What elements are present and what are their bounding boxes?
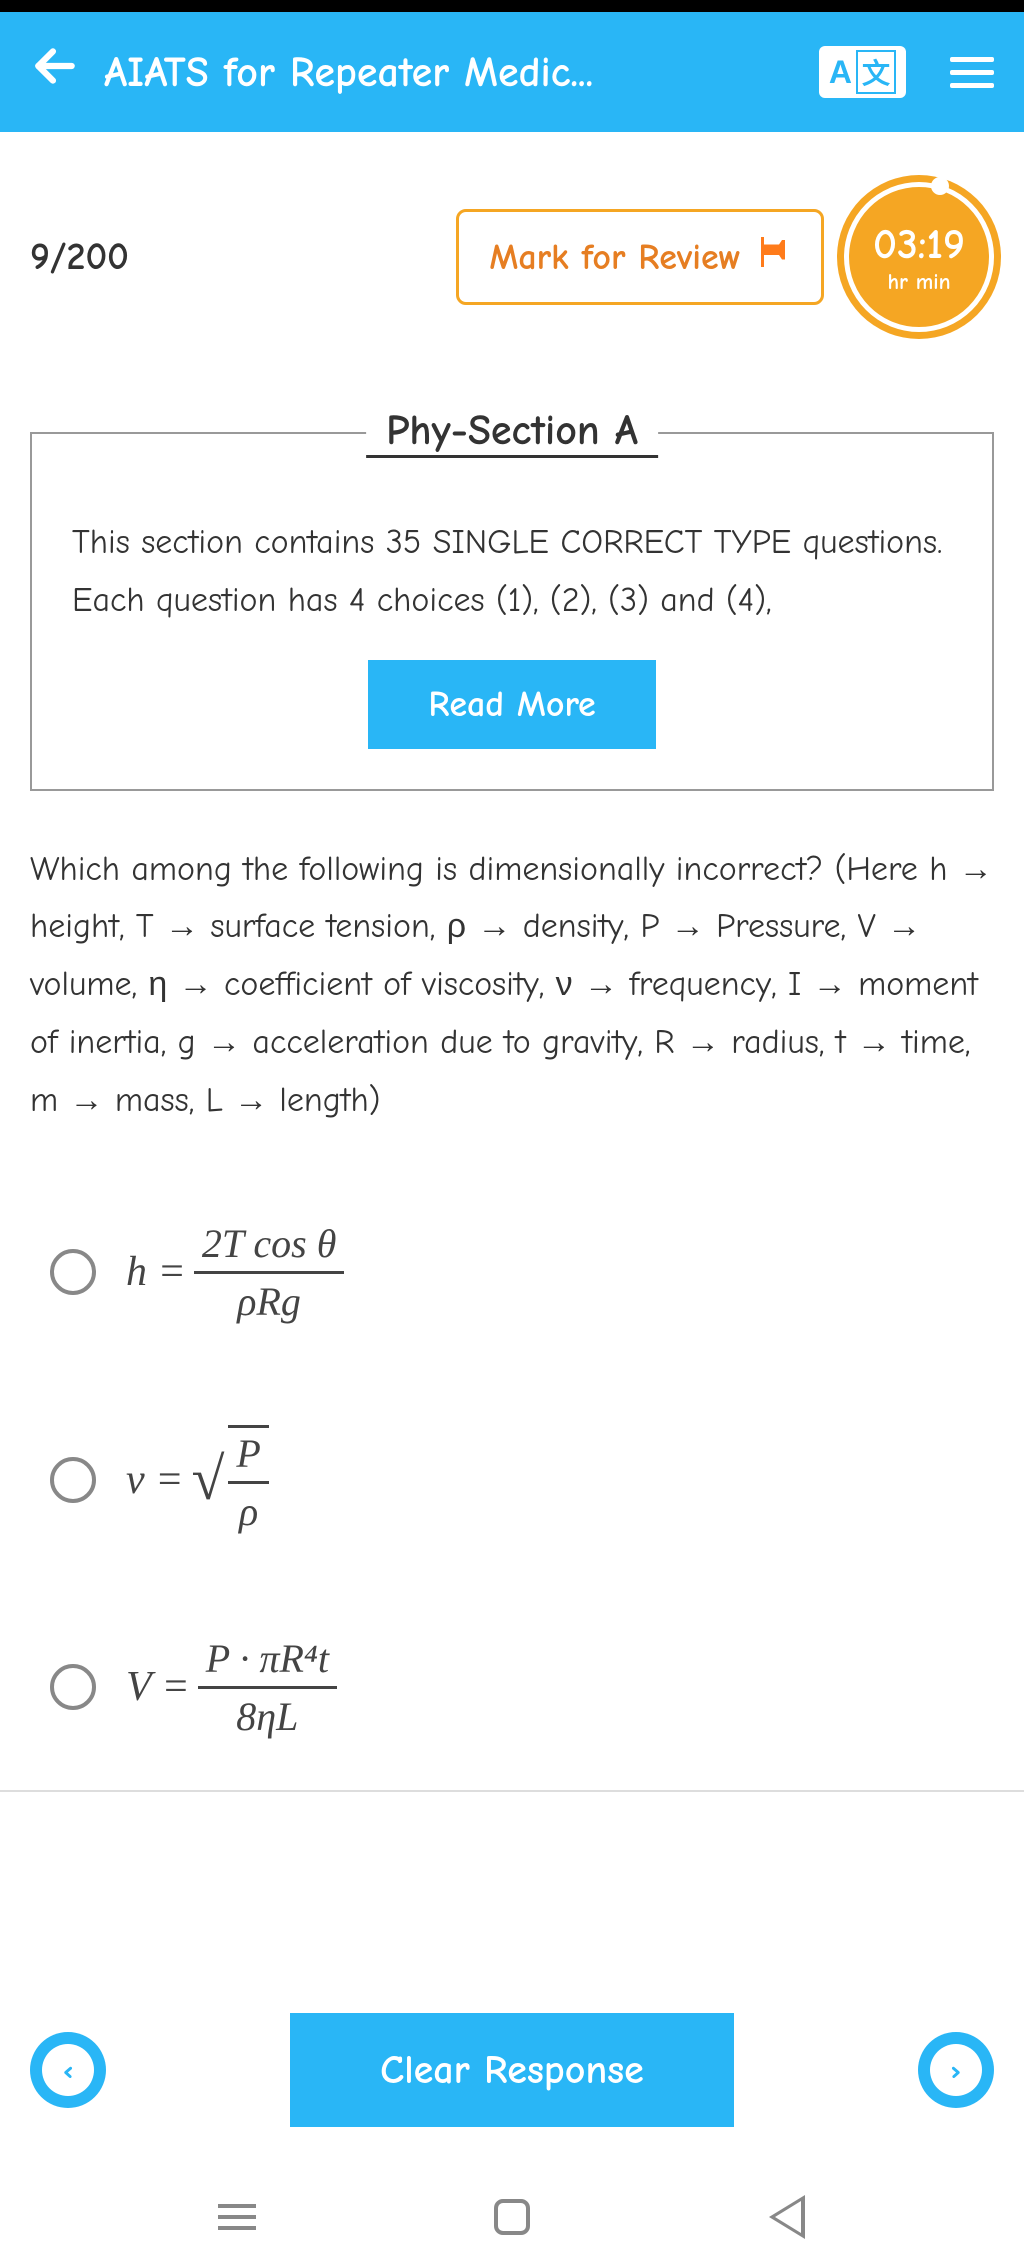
option-3[interactable]: V = P · πR⁴t 8ηL bbox=[30, 1585, 994, 1790]
radio-icon bbox=[50, 1664, 96, 1710]
header-title: AIATS for Repeater Medic... bbox=[104, 48, 795, 97]
mark-review-label: Mark for Review bbox=[489, 237, 741, 278]
option-1-formula: h = 2T cos θ ρRg bbox=[126, 1220, 344, 1325]
divider bbox=[0, 1790, 1024, 1792]
home-icon[interactable] bbox=[490, 2195, 534, 2239]
option-2[interactable]: v = √ P ρ bbox=[30, 1375, 994, 1585]
system-nav-bar bbox=[0, 2167, 1024, 2267]
translate-icon[interactable]: A文 bbox=[819, 46, 906, 98]
option-1[interactable]: h = 2T cos θ ρRg bbox=[30, 1170, 994, 1375]
menu-icon[interactable] bbox=[950, 57, 994, 88]
back-arrow-icon[interactable] bbox=[30, 41, 80, 104]
app-header: AIATS for Repeater Medic... A文 bbox=[0, 12, 1024, 132]
radio-icon bbox=[50, 1249, 96, 1295]
bottom-bar: ‹ Clear Response › bbox=[0, 1983, 1024, 2157]
flag-icon bbox=[755, 234, 791, 280]
status-bar bbox=[0, 0, 1024, 12]
back-icon[interactable] bbox=[765, 2195, 809, 2239]
next-question-button[interactable]: › bbox=[918, 2032, 994, 2108]
timer-badge: 03:19 hr min bbox=[844, 182, 994, 332]
timer-value: 03:19 bbox=[873, 220, 965, 269]
question-text: Which among the following is dimensional… bbox=[30, 841, 994, 1130]
option-3-formula: V = P · πR⁴t 8ηL bbox=[126, 1635, 337, 1740]
section-description: This section contains 35 SINGLE CORRECT … bbox=[72, 514, 952, 630]
options-list: h = 2T cos θ ρRg v = √ P ρ V = P · πR⁴t bbox=[30, 1170, 994, 1790]
clear-response-button[interactable]: Clear Response bbox=[290, 2013, 734, 2127]
mark-for-review-button[interactable]: Mark for Review bbox=[456, 209, 824, 305]
section-info-box: Phy-Section A This section contains 35 S… bbox=[30, 432, 994, 791]
prev-question-button[interactable]: ‹ bbox=[30, 2032, 106, 2108]
radio-icon bbox=[50, 1457, 96, 1503]
top-controls: 9/200 Mark for Review 03:19 hr min bbox=[0, 132, 1024, 362]
section-title: Phy-Section A bbox=[366, 406, 658, 458]
timer-label: hr min bbox=[887, 269, 950, 295]
read-more-button[interactable]: Read More bbox=[368, 660, 655, 749]
recent-apps-icon[interactable] bbox=[215, 2195, 259, 2239]
option-2-formula: v = √ P ρ bbox=[126, 1425, 269, 1535]
question-counter: 9/200 bbox=[30, 235, 129, 279]
